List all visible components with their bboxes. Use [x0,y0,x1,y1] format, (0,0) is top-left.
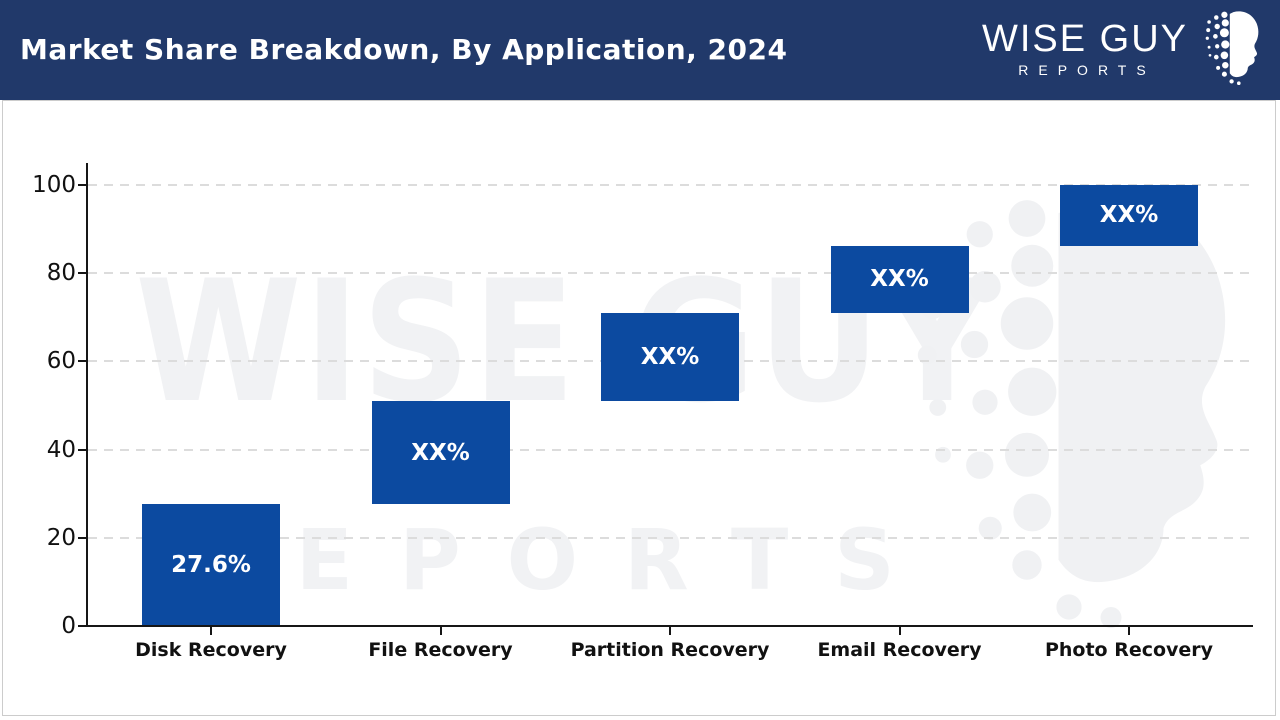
x-tick-disk-recovery [210,627,212,635]
page-title: Market Share Breakdown, By Application, … [20,33,788,66]
category-label-disk-recovery: Disk Recovery [135,639,287,661]
y-tick-0 [78,625,87,627]
app-header: Market Share Breakdown, By Application, … [0,0,1280,100]
y-tick-label-40: 40 [46,436,76,463]
bar-file-recovery: XX% [371,401,510,505]
category-label-partition-recovery: Partition Recovery [570,639,770,661]
y-tick-label-0: 0 [61,613,76,639]
x-tick-file-recovery [439,627,442,635]
watermark-subtitle: REPORTS [185,511,941,609]
x-tick-email-recovery [898,627,901,635]
bar-disk-recovery: 27.6% [142,504,280,626]
y-tick-label-20: 20 [46,524,76,551]
y-tick-80 [78,272,87,275]
gridline-20 [88,536,1253,539]
bar-partition-recovery: XX% [601,312,739,402]
bar-value-label: XX% [640,343,700,370]
x-tick-partition-recovery [669,627,671,635]
y-tick-label-60: 60 [46,348,76,375]
y-tick-60 [78,360,87,363]
y-tick-100 [78,184,87,186]
gridline-80 [88,272,1253,275]
bar-value-label: XX% [411,439,470,466]
y-tick-20 [78,536,87,539]
bar-email-recovery: XX% [830,245,969,313]
category-label-file-recovery: File Recovery [368,639,513,661]
y-tick-40 [78,448,87,451]
bar-value-label: XX% [1099,202,1159,229]
category-label-photo-recovery: Photo Recovery [1044,639,1214,661]
gridline-100 [88,184,1253,186]
brand-logo: WISE GUY REPORTS [982,8,1264,90]
bar-value-label: XX% [870,266,929,293]
gridline-40 [88,448,1253,451]
bar-value-label: 27.6% [171,552,251,579]
x-axis-line [88,625,1253,627]
brand-name: WISE GUY [981,18,1188,61]
category-label-email-recovery: Email Recovery [817,639,982,661]
wiseguy-head-icon [1205,11,1259,85]
y-tick-label-80: 80 [46,260,76,287]
y-axis-line [86,163,88,627]
bar-photo-recovery: XX% [1060,185,1198,246]
brand-subtitle: REPORTS [1018,61,1156,78]
y-tick-label-100: 100 [32,172,76,198]
x-tick-photo-recovery [1128,627,1130,635]
